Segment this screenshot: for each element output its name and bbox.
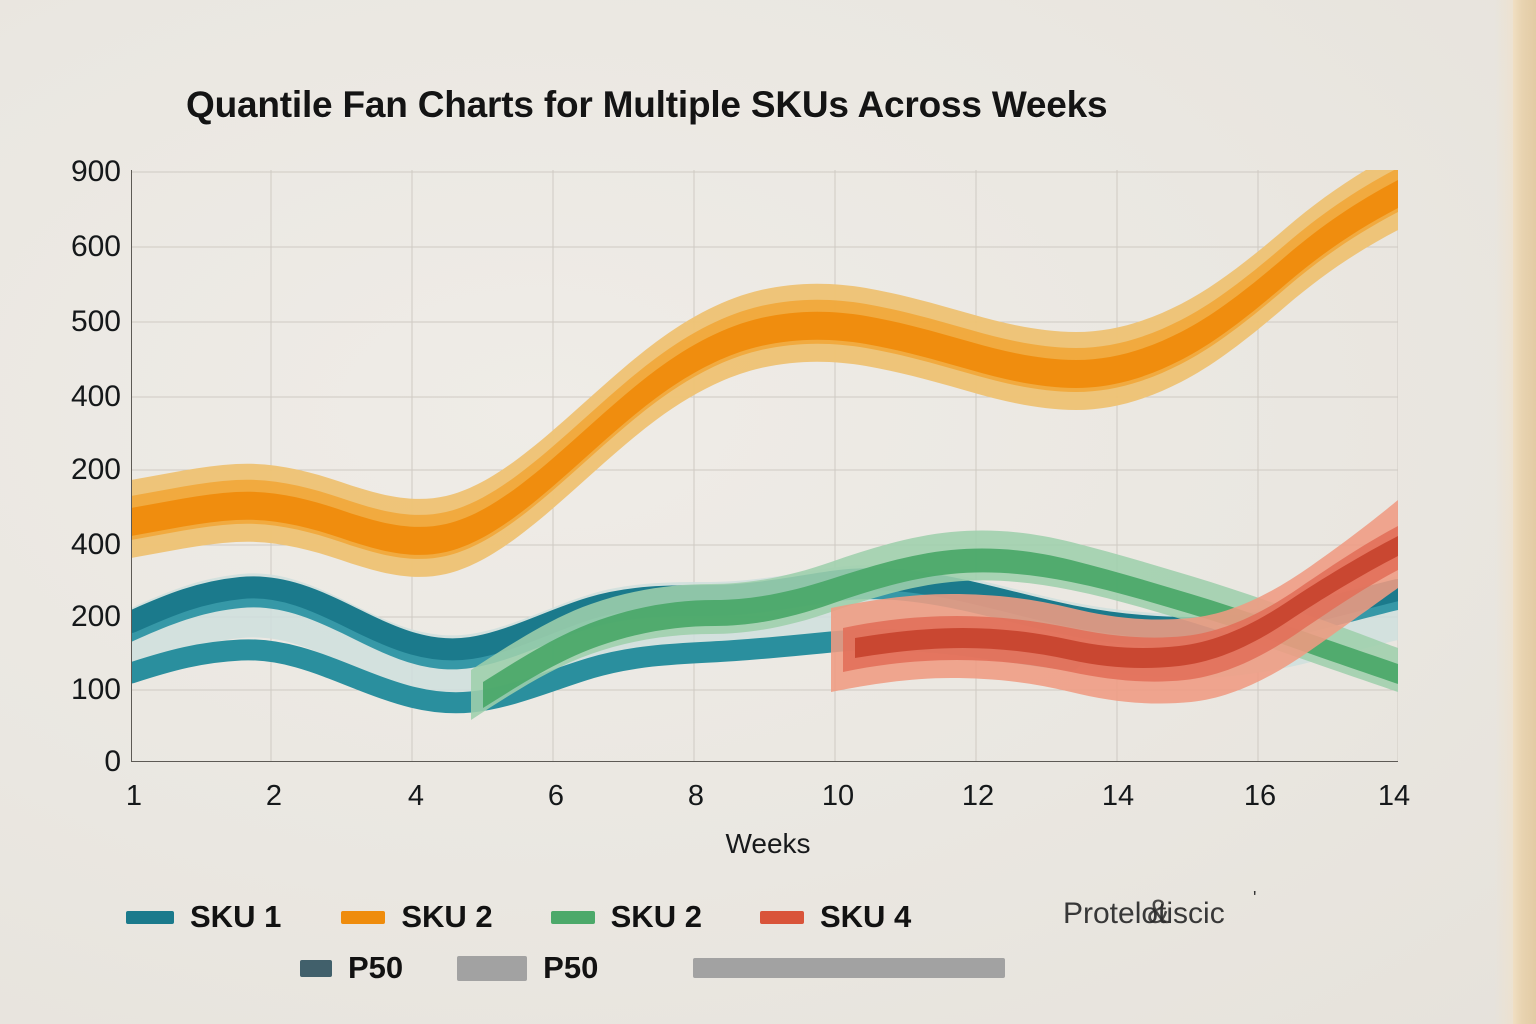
legend-swatch-sku3-icon	[550, 910, 595, 924]
legend-swatch-sku2-icon	[341, 910, 386, 924]
legend-label-sku3: SKU 2	[610, 899, 702, 934]
y-tick-4: 200	[70, 453, 121, 486]
x-axis-title: Weeks	[725, 828, 811, 859]
legend-item-p50-line[interactable]: P50	[300, 950, 403, 986]
legend-item-sku1[interactable]: SKU 1	[126, 899, 281, 935]
legend-swatch-p50-line-icon	[300, 959, 332, 977]
x-tick-5: 10	[821, 780, 855, 812]
legend-label-sku2: SKU 2	[401, 899, 493, 934]
x-tick-8: 16	[1243, 780, 1277, 812]
legend-row-series: SKU 1 SKU 2 SKU 2 SKU 4	[126, 895, 911, 939]
x-tick-7: 14	[1101, 780, 1135, 812]
y-tick-3: 400	[70, 380, 121, 413]
legend-item-sku2[interactable]: SKU 2	[341, 899, 493, 935]
sku3-inner-band	[483, 548, 1398, 708]
y-tick-8: 0	[104, 745, 121, 778]
x-tick-4: 8	[687, 780, 705, 812]
legend-note-scribble-icon: &	[1147, 893, 1170, 931]
y-tick-0: 900	[70, 155, 121, 188]
x-tick-2: 4	[407, 780, 425, 812]
legend-item-sku4[interactable]: SKU 4	[759, 899, 912, 935]
y-axis-tick-labels: 900 600 500 400 200 400 200 100 0	[25, 0, 121, 1024]
x-tick-3: 6	[547, 780, 565, 812]
y-tick-5: 400	[70, 528, 121, 561]
x-tick-6: 12	[961, 780, 995, 812]
sku4-inner-band	[855, 536, 1398, 668]
legend-overflow-bar	[693, 958, 1005, 978]
series-band-sku2	[131, 170, 1398, 577]
legend-note-text: Protelotiscic &	[1063, 893, 1225, 931]
series-band-sku3	[471, 530, 1398, 720]
x-tick-0: 1	[125, 780, 143, 812]
legend-label-sku1: SKU 1	[190, 899, 282, 934]
legend-swatch-p50-band-icon	[457, 955, 528, 981]
page-title: Quantile Fan Charts for Multiple SKUs Ac…	[186, 84, 1108, 125]
y-tick-6: 200	[70, 600, 121, 633]
legend-swatch-sku1-icon	[126, 910, 174, 924]
x-tick-1: 2	[265, 780, 283, 812]
legend-row-quantiles: P50 P50	[300, 948, 598, 988]
sku3-outer-band	[471, 530, 1398, 720]
legend-label-sku4: SKU 4	[819, 899, 912, 934]
y-tick-2: 500	[70, 305, 121, 338]
y-tick-1: 600	[70, 230, 121, 263]
y-tick-7: 100	[70, 673, 121, 706]
legend-item-sku3[interactable]: SKU 2	[550, 899, 702, 935]
plot-area	[131, 170, 1398, 762]
series-band-sku4	[831, 500, 1398, 704]
legend-item-p50-band[interactable]: P50	[457, 950, 598, 986]
legend-note-tick-mark: '	[1253, 888, 1257, 908]
legend-note-label: Protelotiscic	[1063, 897, 1225, 930]
legend-swatch-sku4-icon	[759, 910, 804, 924]
page-edge-gradient	[1495, 0, 1513, 1024]
legend-label-p50-line: P50	[348, 950, 404, 985]
page-edge-strip	[1513, 0, 1536, 1024]
fan-chart-svg	[131, 170, 1398, 762]
legend-label-p50-band: P50	[543, 950, 599, 985]
sku2-inner-band	[131, 180, 1398, 555]
x-tick-9: 14	[1377, 780, 1411, 812]
